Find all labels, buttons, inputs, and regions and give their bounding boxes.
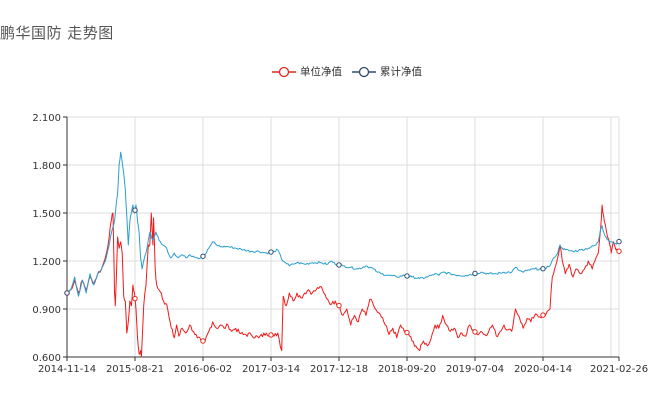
series-line — [66, 151, 620, 297]
x-tick-label: 2020-04-14 — [514, 364, 572, 375]
legend-item-unit-nav[interactable]: 单位净值 — [272, 64, 342, 79]
data-point-marker[interactable] — [472, 270, 478, 277]
y-axis: 0.600 0.900 1.200 1.500 1.800 2.100 — [32, 113, 68, 364]
y-tick-label: 2.100 — [32, 113, 61, 124]
legend-item-cumulative-nav[interactable]: 累计净值 — [352, 64, 422, 79]
data-point-marker[interactable] — [616, 238, 622, 245]
data-point-marker[interactable] — [132, 295, 138, 302]
data-point-marker[interactable] — [404, 329, 410, 336]
legend-label: 累计净值 — [380, 66, 422, 78]
legend-label: 单位净值 — [300, 66, 342, 78]
chart-title: 鹏华国防 走势图 — [0, 24, 114, 42]
data-point-marker[interactable] — [616, 248, 622, 254]
x-tick-label: 2015-08-21 — [106, 364, 164, 375]
x-tick-label: 2016-06-02 — [174, 364, 232, 375]
y-tick-label: 0.600 — [32, 353, 61, 364]
data-point-marker[interactable] — [540, 312, 546, 318]
y-tick-label: 1.800 — [32, 161, 61, 172]
y-tick-label: 1.500 — [32, 209, 61, 220]
circle-marker-icon — [352, 66, 376, 77]
x-tick-label: 2014-11-14 — [38, 364, 96, 375]
series-lines — [64, 151, 622, 358]
x-tick-label: 2018-09-20 — [378, 364, 436, 375]
legend: 单位净值 累计净值 — [272, 64, 422, 79]
data-point-marker[interactable] — [132, 207, 138, 213]
data-point-marker[interactable] — [268, 332, 274, 338]
data-point-marker[interactable] — [268, 249, 274, 255]
data-point-marker[interactable] — [336, 262, 342, 268]
x-tick-label: 2017-03-14 — [242, 364, 300, 375]
data-point-marker[interactable] — [540, 266, 546, 272]
x-tick-label: 2017-12-18 — [310, 364, 368, 375]
series-line — [66, 204, 620, 358]
data-point-marker[interactable] — [336, 302, 342, 309]
y-tick-label: 0.900 — [32, 305, 61, 316]
x-tick-label: 2021-02-26 — [590, 364, 648, 375]
data-point-marker[interactable] — [200, 253, 206, 259]
data-point-marker[interactable] — [404, 273, 410, 279]
x-tick-label: 2019-07-04 — [446, 364, 504, 375]
circle-marker-icon — [272, 66, 296, 77]
data-point-marker[interactable] — [472, 329, 478, 335]
data-point-marker[interactable] — [200, 338, 206, 344]
x-axis: 2014-11-14 2015-08-21 2016-06-02 2017-03-14… — [38, 356, 648, 375]
y-tick-label: 1.200 — [32, 257, 61, 268]
data-point-marker[interactable] — [64, 290, 70, 296]
